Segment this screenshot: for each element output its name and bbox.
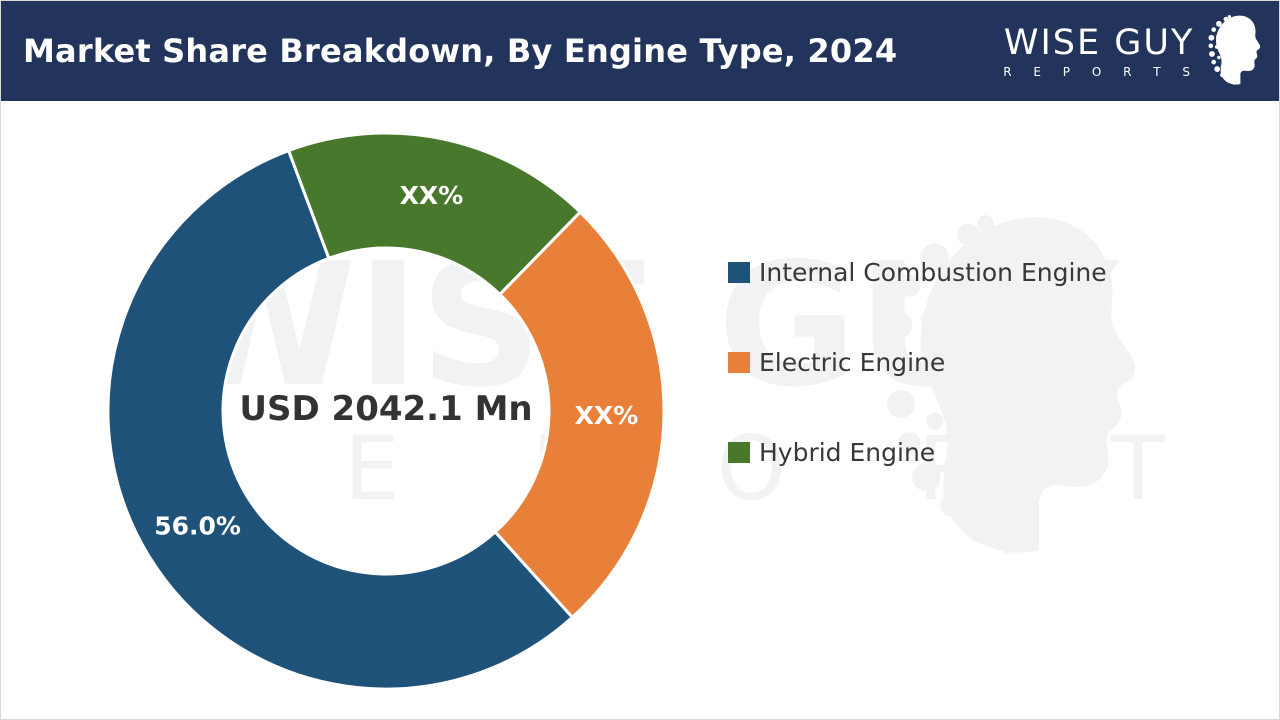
legend-item-electric-engine: Electric Engine <box>728 337 1107 387</box>
slice-percentage-label-2: XX% <box>400 181 464 210</box>
legend-item-internal-combustion-engine: Internal Combustion Engine <box>728 247 1107 297</box>
legend-swatch-blue <box>728 261 750 283</box>
donut-slice-0 <box>106 149 574 691</box>
wise-guy-reports-logo: WISE GUY R E P O R T S <box>999 12 1263 89</box>
chart-center-value: USD 2042.1 Mn <box>239 389 533 429</box>
slice-percentage-label-1: XX% <box>575 401 639 430</box>
legend-label: Hybrid Engine <box>759 437 936 467</box>
header-bar: Market Share Breakdown, By Engine Type, … <box>1 1 1279 101</box>
legend-item-hybrid-engine: Hybrid Engine <box>728 427 1107 477</box>
logo-reports-text: R E P O R T S <box>1003 65 1199 79</box>
chart-legend: Internal Combustion Engine Electric Engi… <box>728 247 1107 477</box>
donut-slice-1 <box>493 210 666 619</box>
legend-label: Electric Engine <box>759 347 946 377</box>
legend-swatch-green <box>728 441 750 463</box>
legend-label: Internal Combustion Engine <box>759 257 1107 287</box>
logo-text: WISE GUY R E P O R T S <box>999 23 1199 80</box>
logo-face-icon <box>1208 15 1261 85</box>
legend-swatch-orange <box>728 351 750 373</box>
slice-percentage-label-0: 56.0% <box>154 512 241 541</box>
donut-slice-2 <box>287 131 582 296</box>
page-title: Market Share Breakdown, By Engine Type, … <box>23 32 898 70</box>
logo-wordmark: WISE GUY <box>1003 23 1195 63</box>
donut-chart: 56.0% XX% XX% <box>106 131 666 691</box>
